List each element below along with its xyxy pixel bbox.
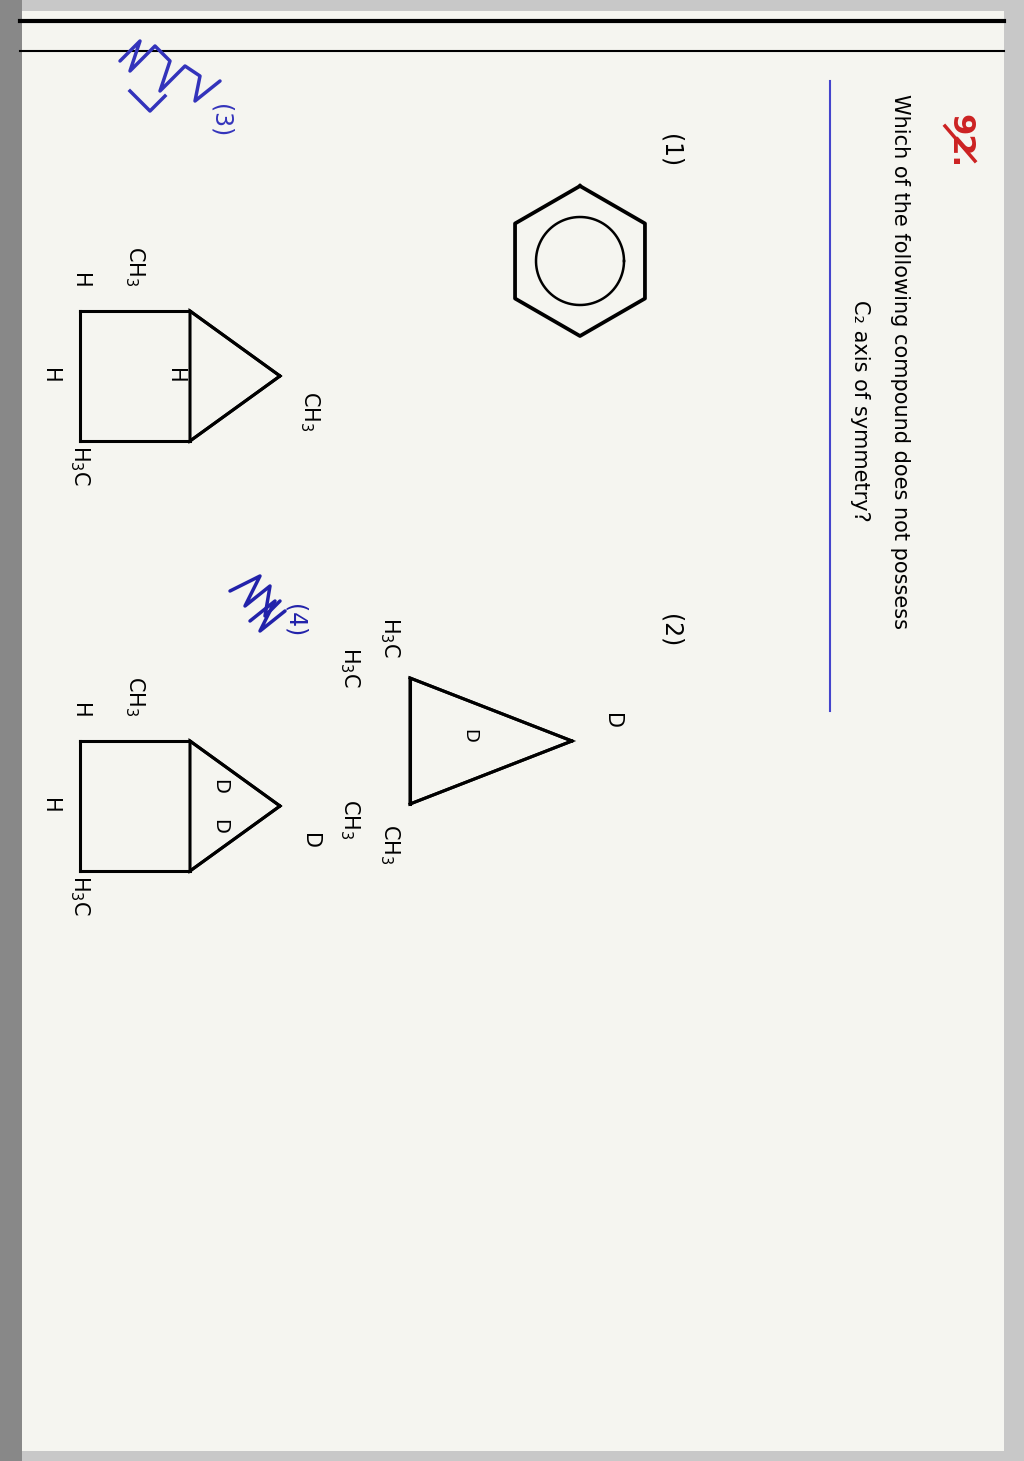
Text: D: D xyxy=(300,833,319,849)
Text: H$_3$C: H$_3$C xyxy=(69,875,92,916)
Text: (4): (4) xyxy=(283,605,307,637)
Text: CH$_3$: CH$_3$ xyxy=(338,799,361,839)
Text: D: D xyxy=(602,713,622,729)
Text: CH$_3$: CH$_3$ xyxy=(378,824,401,865)
Text: CH$_3$: CH$_3$ xyxy=(123,245,146,286)
Text: (3): (3) xyxy=(208,104,232,137)
Text: H: H xyxy=(70,273,90,289)
FancyBboxPatch shape xyxy=(20,12,1004,1451)
Text: Which of the following compound does not possess: Which of the following compound does not… xyxy=(890,94,910,628)
Text: (2): (2) xyxy=(658,615,682,647)
Text: D: D xyxy=(211,779,229,793)
Text: H: H xyxy=(40,798,60,814)
Text: C₂ axis of symmetry?: C₂ axis of symmetry? xyxy=(850,300,870,522)
Text: CH$_3$: CH$_3$ xyxy=(298,390,322,431)
Text: (1): (1) xyxy=(658,134,682,168)
Text: 92.: 92. xyxy=(945,114,975,168)
Text: CH$_3$: CH$_3$ xyxy=(123,676,146,716)
Text: H: H xyxy=(165,368,185,384)
Text: H: H xyxy=(70,703,90,719)
Text: H: H xyxy=(40,368,60,384)
Text: H$_3$C: H$_3$C xyxy=(338,647,361,688)
Bar xyxy=(0,0,22,1461)
Text: D: D xyxy=(211,818,229,833)
Text: H$_3$C: H$_3$C xyxy=(378,618,401,659)
Text: H$_3$C: H$_3$C xyxy=(69,446,92,487)
Text: D: D xyxy=(460,729,478,744)
